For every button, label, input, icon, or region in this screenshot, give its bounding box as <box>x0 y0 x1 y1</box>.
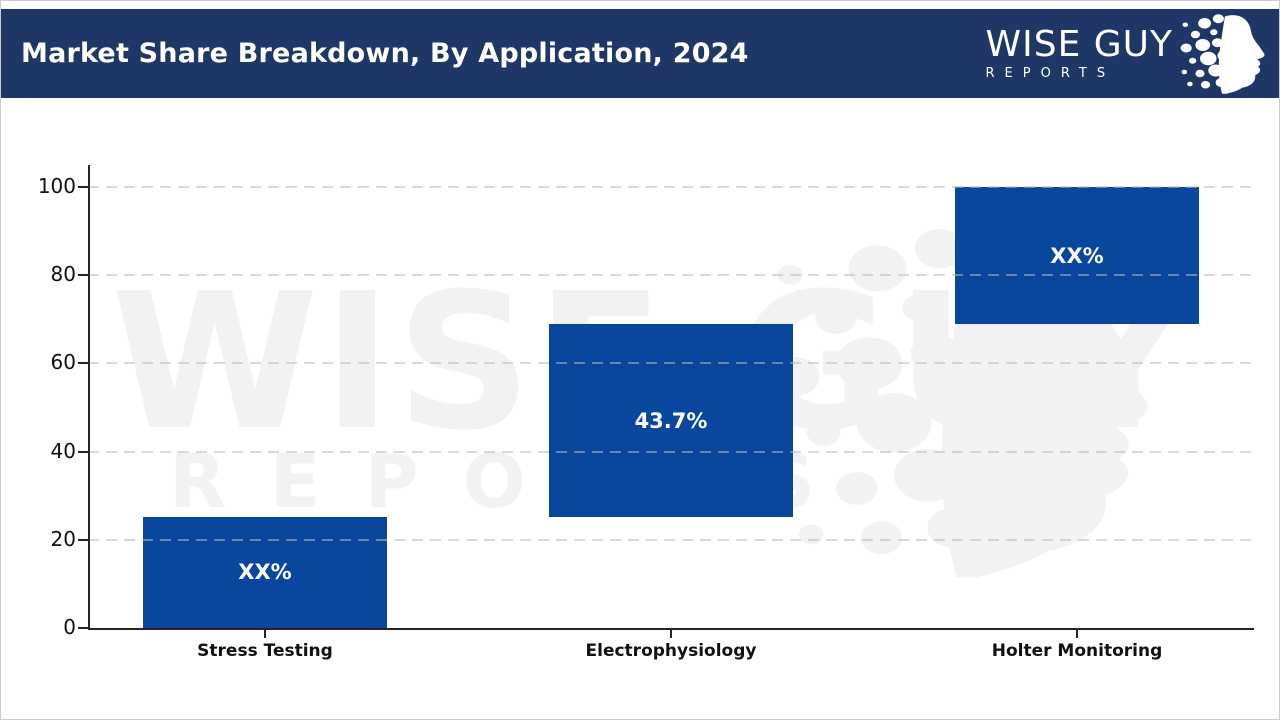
category-label-holter-monitoring: Holter Monitoring <box>991 641 1163 661</box>
y-tick-40 <box>78 450 88 453</box>
bar-value-label-stress-testing: XX% <box>238 560 292 585</box>
y-tick-0 <box>78 627 88 629</box>
category-label-electrophysiology: Electrophysiology <box>585 641 757 661</box>
gridline-60 <box>88 362 1254 365</box>
bar-value-label-holter-monitoring: XX% <box>1050 243 1104 268</box>
wise-guy-logo: WISE GUY REPORTS <box>986 12 1270 96</box>
y-tick-label-60: 60 <box>50 350 76 375</box>
bar-holter-monitoring <box>955 187 1199 325</box>
y-tick-20 <box>78 538 88 541</box>
y-tick-80 <box>78 274 88 277</box>
y-tick-100 <box>78 186 88 188</box>
x-tick-electrophysiology <box>670 630 672 638</box>
y-tick-label-80: 80 <box>50 262 76 287</box>
y-tick-label-40: 40 <box>50 438 76 463</box>
y-tick-60 <box>78 362 88 365</box>
gridline-100 <box>88 186 1254 188</box>
bar-stress-testing <box>143 516 387 628</box>
gridline-80 <box>88 274 1254 277</box>
y-tick-label-0: 0 <box>63 615 76 639</box>
header-bar: Market Share Breakdown, By Application, … <box>1 9 1279 98</box>
bar-value-label-electrophysiology: 43.7% <box>634 408 708 433</box>
y-axis-line <box>88 165 90 630</box>
category-label-stress-testing: Stress Testing <box>197 641 333 661</box>
y-tick-label-20: 20 <box>50 526 76 551</box>
logo-text: WISE GUY REPORTS <box>985 23 1174 81</box>
x-axis-line <box>88 628 1254 630</box>
page-title: Market Share Breakdown, By Application, … <box>21 38 749 69</box>
gridline-20 <box>88 538 1254 541</box>
logo-reports-label: REPORTS <box>985 65 1116 81</box>
bar-electrophysiology <box>549 324 793 517</box>
y-tick-label-100: 100 <box>37 174 76 198</box>
gridline-40 <box>88 450 1254 453</box>
x-tick-holter-monitoring <box>1076 630 1078 638</box>
logo-wiseguy-label: WISE GUY <box>985 23 1173 65</box>
logo-dot-face-icon <box>1180 13 1265 94</box>
x-tick-stress-testing <box>264 630 266 638</box>
